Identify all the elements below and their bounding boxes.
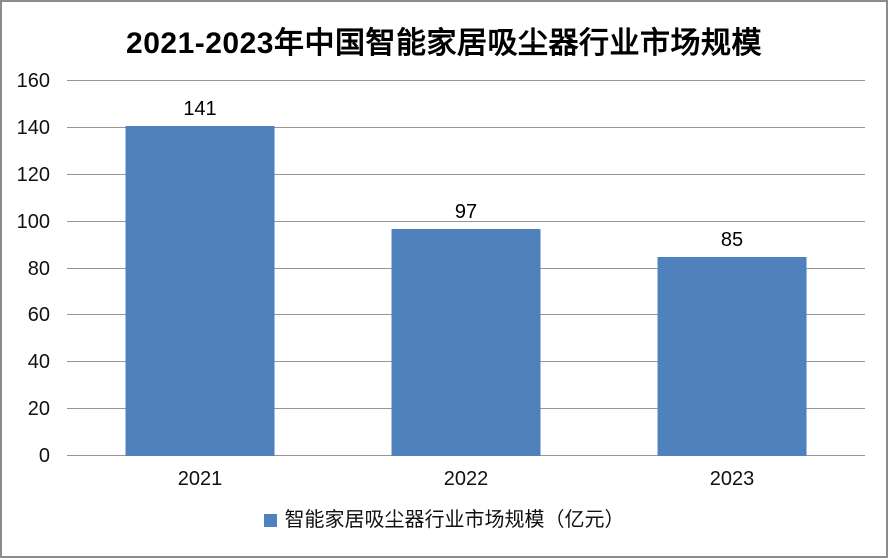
bar-column-2021: 141 [67,81,333,456]
y-tick-label-120: 120 [16,163,50,186]
y-tick-label-40: 40 [27,351,50,374]
legend: 智能家居吸尘器行业市场规模（亿元） [2,508,886,532]
legend-series-marker-icon [263,513,277,527]
x-tick-label-2021: 2021 [177,468,223,490]
bars-layer: 141 97 85 [67,81,865,456]
y-tick-label-160: 160 [16,70,50,92]
gridline-y-100 [67,220,865,222]
y-tick-label-20: 20 [27,398,50,421]
y-axis-tick-labels: 0 20 40 60 80 100 120 140 160 [2,71,54,466]
y-tick-label-100: 100 [16,210,50,233]
legend-series-label: 智能家居吸尘器行业市场规模（亿元） [284,509,625,531]
plot-area: 141 97 85 [67,80,865,456]
gridline-y-120 [67,173,865,175]
y-tick-label-140: 140 [16,116,50,139]
bar-column-2023: 85 [599,81,865,456]
chart-title: 2021-2023年中国智能家居吸尘器行业市场规模 [126,27,762,60]
bar-2023 [657,256,807,456]
y-tick-label-60: 60 [27,304,50,327]
x-tick-label-2023: 2023 [709,468,755,490]
x-axis-tick-labels: 2021 2022 2023 [67,468,865,491]
y-tick-label-0: 0 [38,445,50,467]
bar-2022 [391,228,541,456]
bar-data-label-2021: 141 [183,97,217,120]
x-tick-label-2022: 2022 [443,468,489,490]
bar-2021 [125,125,275,456]
y-tick-label-80: 80 [27,257,50,280]
bar-data-label-2023: 85 [720,228,744,251]
bar-data-label-2022: 97 [454,200,478,223]
gridline-y-160 [67,80,865,81]
gridline-y-140 [67,126,865,128]
bar-column-2022: 97 [333,81,599,456]
